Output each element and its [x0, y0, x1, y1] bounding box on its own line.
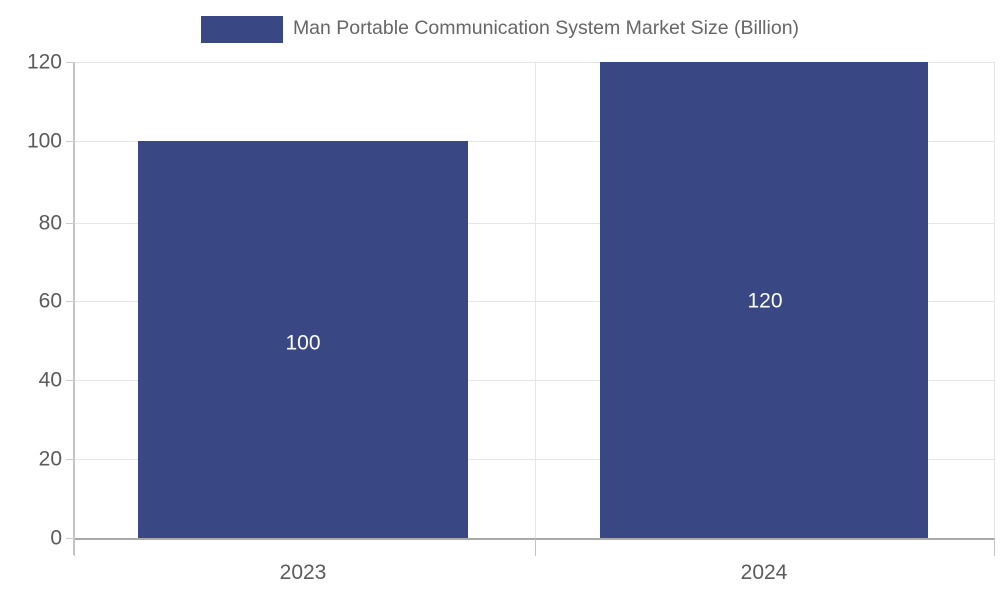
- x-tick-label-2023: 2023: [279, 561, 327, 584]
- legend-label: Man Portable Communication System Market…: [292, 17, 800, 40]
- gridline-y-80: [74, 223, 995, 224]
- y-tick-mark-40: [66, 380, 75, 381]
- gridline-y-120: [74, 62, 995, 63]
- y-tick-mark-60: [66, 301, 75, 302]
- y-tick-mark-120: [66, 62, 75, 63]
- y-tick-mark-100: [66, 141, 75, 142]
- chart-legend: Man Portable Communication System Market…: [0, 0, 1000, 58]
- y-tick-mark-0: [66, 538, 75, 539]
- y-tick-label-80: 80: [38, 211, 62, 235]
- gridline-y-20: [74, 459, 995, 460]
- legend-entry[interactable]: Man Portable Communication System Market…: [200, 15, 800, 43]
- y-tick-mark-80: [66, 223, 75, 224]
- y-tick-label-120: 120: [26, 50, 62, 74]
- x-axis-baseline: [74, 538, 995, 540]
- gridline-y-40: [74, 380, 995, 381]
- bar-2024[interactable]: [600, 62, 928, 538]
- x-tick-mark-right: [994, 539, 995, 556]
- gridline-y-100: [74, 141, 995, 142]
- y-tick-label-40: 40: [38, 368, 62, 392]
- gridline-x-right-edge: [994, 62, 995, 538]
- y-tick-label-100: 100: [26, 129, 62, 153]
- x-tick-label-2024: 2024: [740, 561, 788, 584]
- y-tick-mark-20: [66, 459, 75, 460]
- y-tick-label-20: 20: [38, 447, 62, 471]
- gridline-x-category-divider: [535, 62, 536, 538]
- x-tick-mark-divider: [535, 539, 536, 556]
- y-axis-line: [73, 62, 75, 555]
- y-tick-label-60: 60: [38, 289, 62, 313]
- gridline-y-60: [74, 301, 995, 302]
- y-tick-label-0: 0: [50, 526, 62, 550]
- x-tick-mark-left: [74, 539, 75, 556]
- bar-2023[interactable]: [138, 141, 468, 538]
- legend-color-swatch: [200, 15, 283, 43]
